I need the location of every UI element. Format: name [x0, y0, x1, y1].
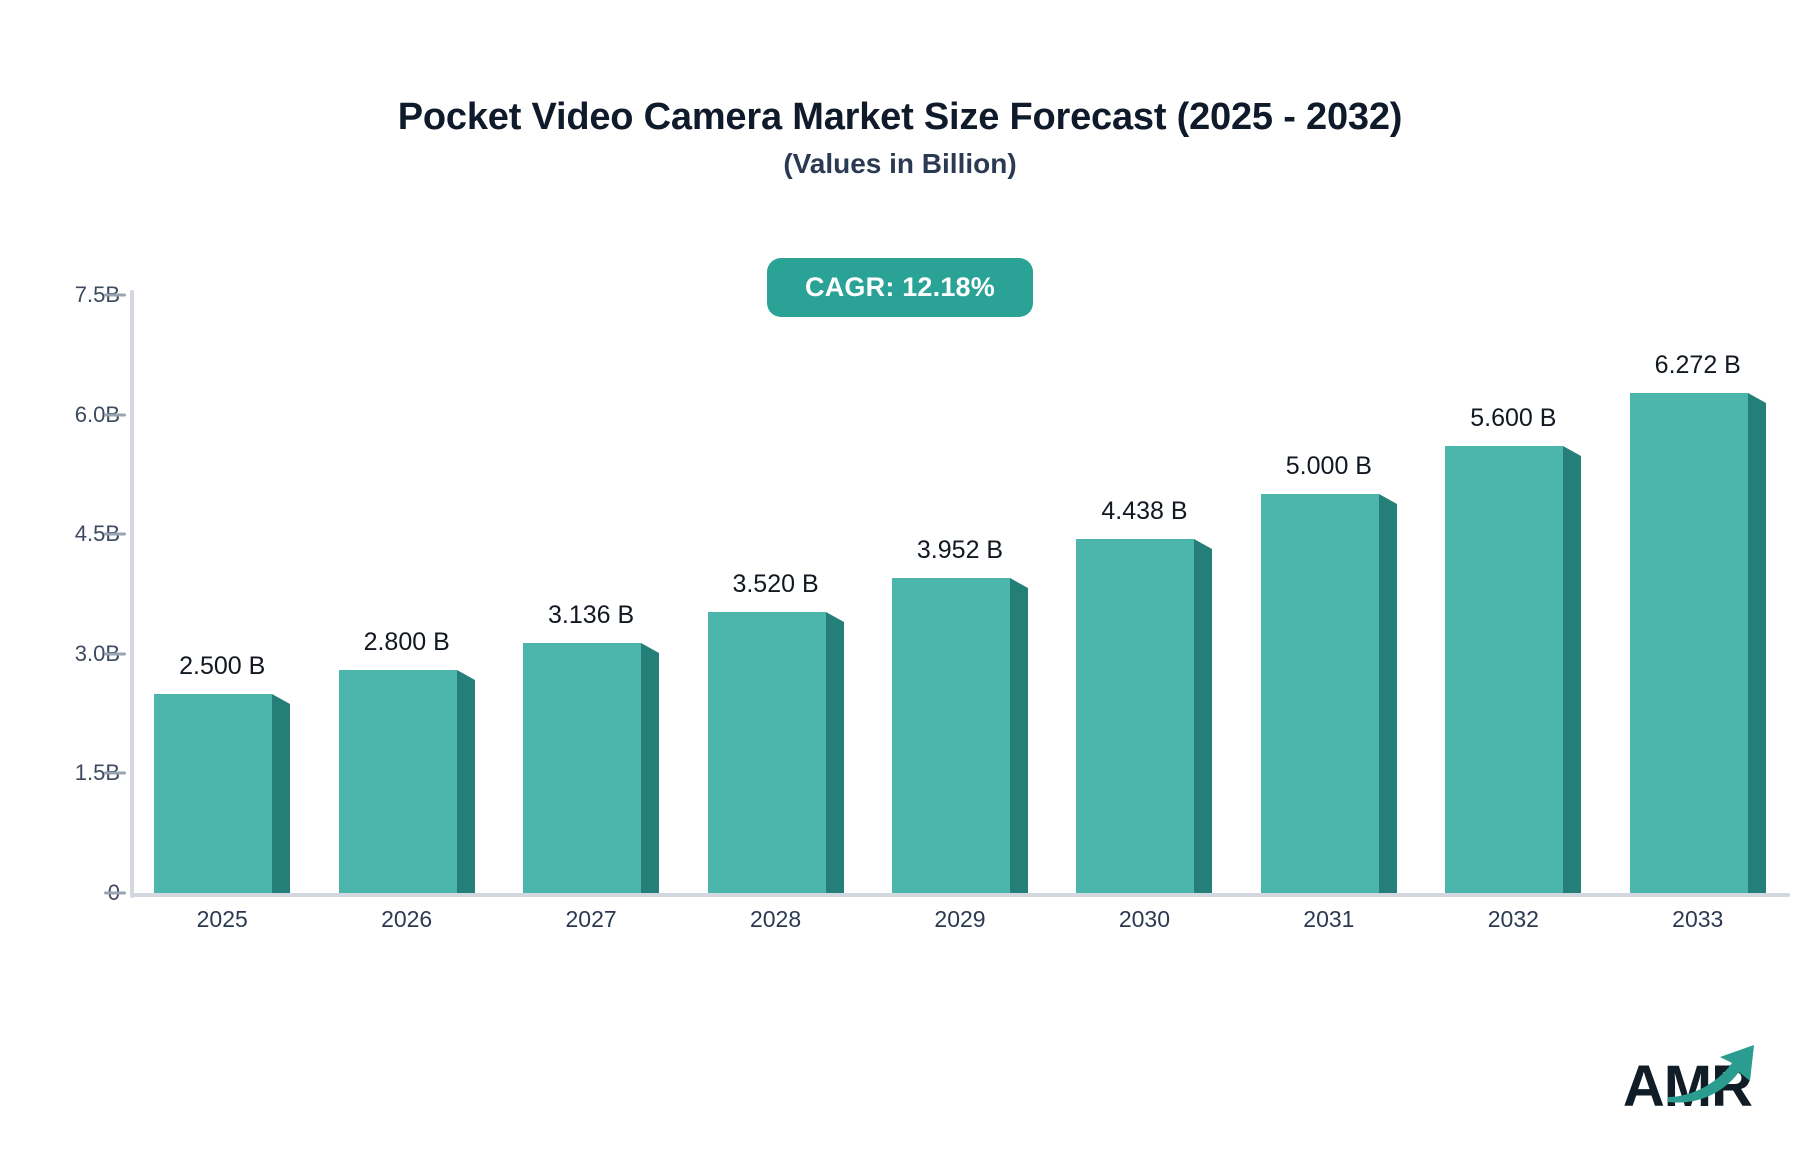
bar-column[interactable] — [523, 629, 660, 893]
bar-side-face — [1747, 402, 1766, 893]
x-axis-label: 2027 — [565, 906, 617, 932]
bar-front-face — [338, 669, 457, 893]
bar-side-face — [456, 679, 475, 893]
bar-column[interactable] — [1445, 432, 1582, 893]
bar-value-label: 3.136 B — [548, 600, 635, 629]
bar-column[interactable] — [1260, 480, 1397, 893]
bar-value-label: 3.952 B — [916, 535, 1004, 564]
bar-front-face — [1445, 446, 1564, 893]
x-axis-label: 2033 — [1672, 906, 1724, 932]
bar-top-face — [1563, 446, 1582, 457]
x-axis-label: 2028 — [749, 906, 802, 932]
bar-value-label: 6.272 B — [1654, 350, 1741, 379]
bar-front-face — [892, 577, 1010, 893]
x-axis-label: 2026 — [381, 906, 433, 932]
bar-column[interactable] — [707, 598, 844, 893]
bar-top-face — [272, 693, 291, 704]
bar-top-face — [825, 612, 844, 623]
bar-value-label: 5.000 B — [1285, 452, 1372, 481]
bar-side-face — [1194, 549, 1213, 893]
bar-front-face — [707, 612, 826, 893]
bar-value-label: 2.500 B — [179, 651, 266, 680]
y-tick-dash — [104, 771, 126, 775]
bar-side-face — [641, 652, 660, 893]
y-tick-dash — [104, 413, 126, 417]
bar-front-face — [1076, 539, 1195, 893]
bar-front-face — [1629, 392, 1748, 893]
bar-side-face — [1563, 456, 1582, 893]
x-axis-label: 2025 — [196, 906, 248, 932]
bar-front-face — [154, 693, 273, 893]
bar-top-face — [1378, 494, 1397, 505]
y-tick-dash — [104, 652, 126, 656]
bar-top-face — [1194, 539, 1213, 550]
bar-column[interactable] — [1629, 379, 1766, 893]
bar-value-label: 4.438 B — [1101, 497, 1188, 526]
x-axis-line — [130, 893, 1790, 897]
x-axis-label: 2032 — [1487, 906, 1539, 932]
bar-value-label: 3.520 B — [732, 570, 819, 599]
bar-value-label: 2.800 B — [363, 627, 450, 656]
bar-top-face — [1747, 392, 1766, 403]
y-axis-line — [130, 290, 134, 898]
x-axis-label: 2031 — [1303, 906, 1355, 932]
growth-arrow-icon — [1666, 1041, 1758, 1110]
bar-value-label: 5.600 B — [1470, 404, 1557, 433]
bar-column[interactable] — [892, 564, 1028, 893]
bar-side-face — [825, 622, 844, 893]
bar-side-face — [272, 703, 291, 893]
page-title: Pocket Video Camera Market Size Forecast… — [397, 96, 1403, 138]
chart-subtitle: (Values in Billion) — [783, 148, 1017, 179]
bar-top-face — [641, 642, 660, 653]
y-tick-dash — [104, 293, 126, 297]
bar-front-face — [523, 642, 642, 893]
x-axis-label: 2029 — [934, 906, 986, 932]
bar-column[interactable] — [338, 656, 475, 893]
y-tick-dash — [104, 891, 126, 895]
bar-column[interactable] — [1076, 525, 1213, 893]
bar-side-face — [1378, 504, 1397, 893]
amr-logo: AMR — [1623, 1045, 1754, 1116]
bar-front-face — [1260, 494, 1379, 893]
bar-top-face — [456, 669, 475, 680]
cagr-badge: CAGR: 12.18% — [767, 258, 1033, 317]
bar-side-face — [1010, 587, 1028, 893]
y-tick-dash — [104, 532, 126, 536]
bar-column[interactable] — [154, 680, 291, 893]
bar-top-face — [1010, 577, 1028, 588]
x-axis-label: 2030 — [1118, 906, 1171, 932]
